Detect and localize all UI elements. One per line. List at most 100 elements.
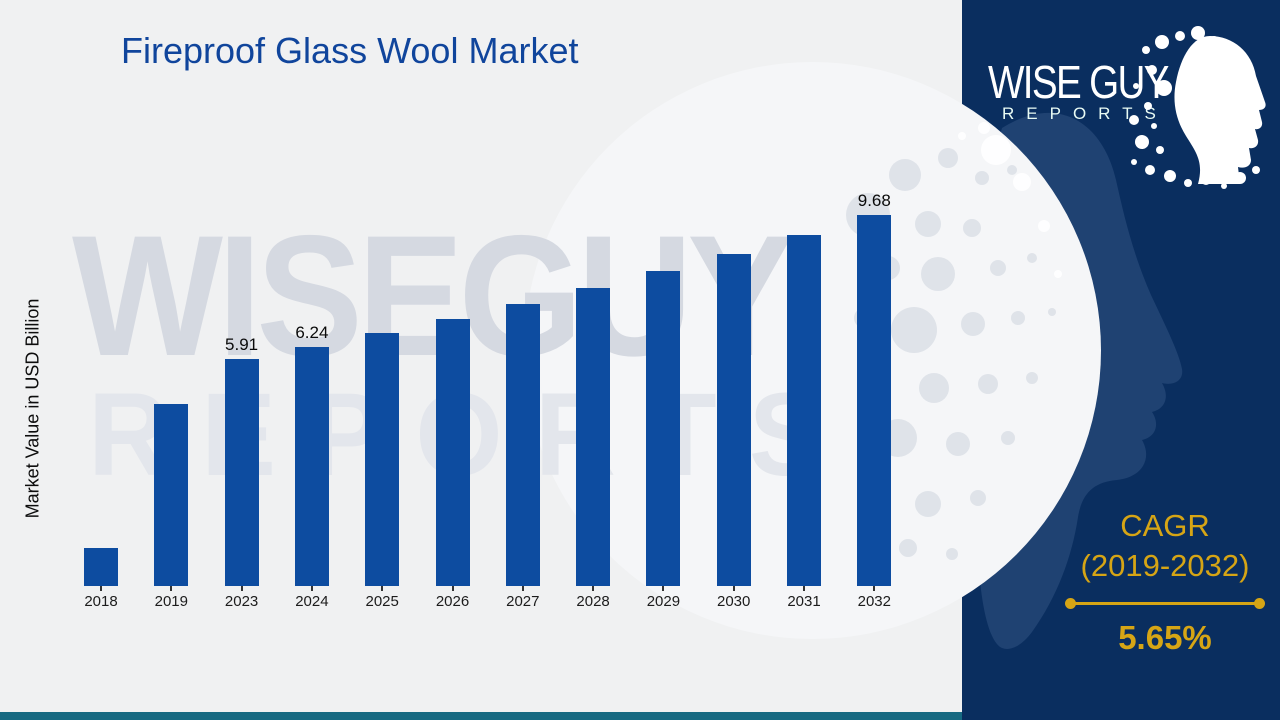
- x-axis-label-2025: 2025: [365, 593, 399, 610]
- decorative-dot: [958, 132, 966, 140]
- decorative-dot: [938, 148, 958, 168]
- decorative-dot: [1011, 311, 1025, 325]
- x-axis-tick: [592, 586, 595, 591]
- decorative-dot: [1026, 372, 1038, 384]
- decorative-dot: [1164, 170, 1176, 182]
- x-axis-label-2024: 2024: [295, 593, 329, 610]
- watermark-line1: WISEGUY: [72, 200, 794, 392]
- x-axis-tick: [240, 586, 243, 591]
- bar-2026: [435, 319, 470, 586]
- cagr-block: CAGR (2019-2032) 5.65%: [1058, 506, 1272, 657]
- bar-2029: [646, 271, 681, 586]
- decorative-dot: [1144, 102, 1152, 110]
- decorative-dot: [1007, 165, 1017, 175]
- decorative-dot: [915, 491, 941, 517]
- bar-2019: [154, 404, 189, 586]
- bar-2025: [365, 333, 400, 586]
- bar-2027: [505, 304, 540, 586]
- x-axis-tick: [521, 586, 524, 591]
- bar-value-label-2023: 5.91: [225, 335, 259, 354]
- cagr-heading: CAGR: [1120, 508, 1210, 543]
- x-axis-tick: [100, 586, 102, 591]
- x-axis-label-2019: 2019: [154, 593, 188, 610]
- logo-sub-text: REPORTS: [1002, 104, 1168, 123]
- decorative-dot: [975, 171, 989, 185]
- x-axis-label-2030: 2030: [717, 593, 751, 610]
- bar-2031: [787, 235, 821, 586]
- bar-2023: [224, 359, 259, 586]
- divider-right-dot: [1254, 598, 1265, 609]
- decorative-dot: [889, 159, 921, 191]
- decorative-dot: [891, 307, 937, 353]
- decorative-dot: [1175, 31, 1185, 41]
- x-axis-tick: [803, 586, 805, 591]
- bar-2018: [84, 548, 118, 586]
- x-axis-label-2027: 2027: [506, 593, 540, 610]
- decorative-dot: [1001, 431, 1015, 445]
- decorative-dot: [1135, 135, 1149, 149]
- decorative-dot: [915, 211, 941, 237]
- decorative-dot: [1131, 159, 1137, 165]
- decorative-dot: [1147, 65, 1157, 75]
- bar-2030: [716, 254, 751, 586]
- decorative-dot: [1151, 123, 1157, 129]
- decorative-dot: [1191, 26, 1205, 40]
- decorative-dot: [1252, 166, 1260, 174]
- decorative-dot: [961, 312, 985, 336]
- decorative-dot: [946, 432, 970, 456]
- decorative-dot: [1133, 83, 1139, 89]
- decorative-dot: [946, 548, 958, 560]
- x-axis-label-2026: 2026: [435, 593, 470, 610]
- decorative-dot: [1234, 172, 1246, 184]
- bar-value-label-2032: 9.68: [857, 191, 891, 210]
- decorative-dot: [1156, 80, 1172, 96]
- bar-2024: [294, 347, 329, 586]
- x-axis-label-2032: 2032: [857, 593, 891, 610]
- decorative-dot: [978, 122, 990, 134]
- decorative-dot: [981, 135, 1011, 165]
- decorative-dot: [963, 219, 981, 237]
- decorative-dot: [1210, 36, 1218, 44]
- decorative-dot: [990, 260, 1006, 276]
- decorative-dot: [1013, 173, 1031, 191]
- decorative-dot: [1155, 35, 1169, 49]
- x-axis-label-2028: 2028: [576, 593, 610, 610]
- decorative-dot: [1038, 220, 1050, 232]
- decorative-dot: [1145, 165, 1155, 175]
- divider-left-dot: [1065, 598, 1076, 609]
- decorative-dot: [1027, 253, 1037, 263]
- logo-face-icon: [1174, 36, 1266, 184]
- bottom-accent-strip: [0, 712, 962, 720]
- cagr-divider-line: [1065, 598, 1265, 609]
- decorative-dot: [1184, 179, 1192, 187]
- bar-value-label-2024: 6.24: [295, 323, 329, 342]
- decorative-dot: [919, 373, 949, 403]
- decorative-dot: [970, 490, 986, 506]
- bar-2032: [857, 215, 892, 586]
- x-axis-tick: [170, 586, 173, 591]
- cagr-range: (2019-2032): [1080, 548, 1250, 583]
- decorative-dot: [978, 374, 998, 394]
- decorative-dot: [921, 257, 955, 291]
- y-axis-label: Market Value in USD Billion: [22, 298, 43, 519]
- decorative-dot: [1221, 183, 1227, 189]
- decorative-dot: [1142, 46, 1150, 54]
- x-axis-label-2029: 2029: [646, 593, 681, 610]
- bar-2028: [576, 288, 611, 586]
- page-title: Fireproof Glass Wool Market: [121, 30, 579, 71]
- decorative-dot: [1048, 308, 1056, 316]
- x-axis-tick: [451, 586, 454, 591]
- x-axis-tick: [381, 586, 384, 591]
- decorative-dot: [1156, 146, 1164, 154]
- x-axis-tick: [662, 586, 665, 591]
- x-axis-label-2031: 2031: [787, 593, 821, 610]
- x-axis-label-2023: 2023: [224, 593, 259, 610]
- decorative-dot: [1129, 115, 1139, 125]
- x-axis-tick: [732, 586, 735, 591]
- decorative-dot: [1054, 270, 1062, 278]
- x-axis-tick: [873, 586, 876, 591]
- x-axis-tick: [310, 586, 313, 591]
- decorative-dot: [899, 539, 917, 557]
- cagr-value: 5.65%: [1118, 619, 1212, 656]
